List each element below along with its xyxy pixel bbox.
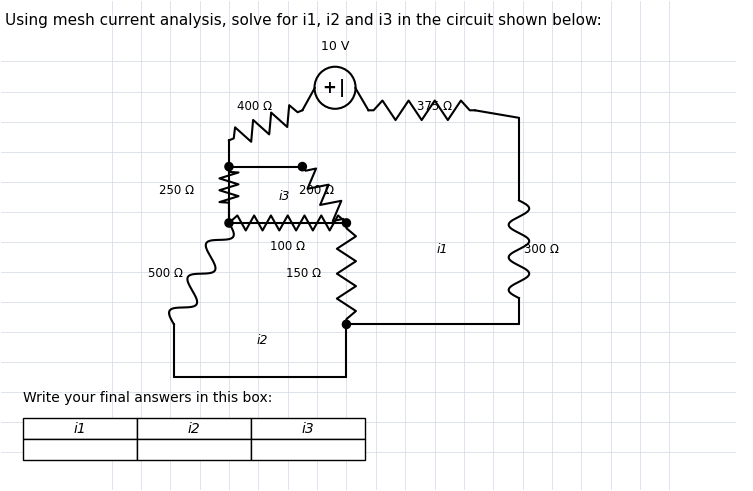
Circle shape (343, 219, 350, 227)
Text: 400 Ω: 400 Ω (237, 100, 273, 112)
Circle shape (225, 163, 233, 171)
Text: Using mesh current analysis, solve for i1, i2 and i3 in the circuit shown below:: Using mesh current analysis, solve for i… (5, 13, 602, 27)
Text: i1: i1 (74, 422, 87, 436)
Circle shape (343, 320, 350, 328)
Circle shape (225, 219, 233, 227)
Text: Write your final answers in this box:: Write your final answers in this box: (23, 391, 273, 405)
Text: i3: i3 (301, 422, 314, 436)
Text: 375 Ω: 375 Ω (417, 100, 452, 112)
FancyBboxPatch shape (23, 418, 137, 439)
Text: +: + (322, 79, 336, 97)
FancyBboxPatch shape (251, 418, 364, 439)
Text: 10 V: 10 V (321, 40, 349, 53)
FancyBboxPatch shape (137, 418, 251, 439)
Text: |: | (340, 79, 346, 97)
FancyBboxPatch shape (23, 439, 137, 461)
Text: 300 Ω: 300 Ω (524, 243, 559, 256)
Text: 500 Ω: 500 Ω (148, 267, 183, 280)
Text: 150 Ω: 150 Ω (285, 267, 321, 280)
Circle shape (298, 163, 306, 171)
Text: 100 Ω: 100 Ω (270, 240, 305, 253)
FancyBboxPatch shape (137, 439, 251, 461)
Text: i3: i3 (279, 190, 290, 203)
Text: 250 Ω: 250 Ω (159, 184, 194, 197)
FancyBboxPatch shape (251, 439, 364, 461)
Text: i1: i1 (436, 243, 447, 256)
Text: 200 Ω: 200 Ω (299, 184, 334, 197)
Text: i2: i2 (187, 422, 200, 436)
Text: i2: i2 (256, 334, 268, 348)
